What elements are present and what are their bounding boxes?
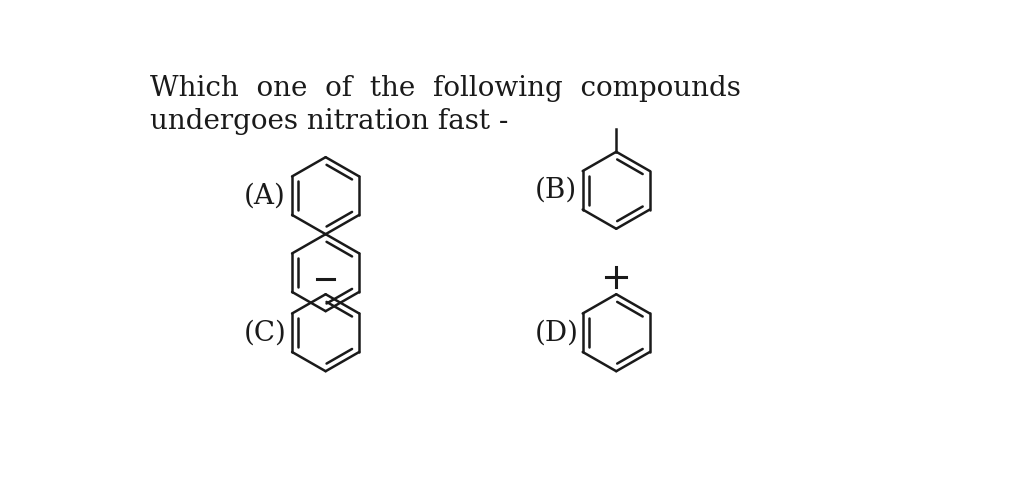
Text: (D): (D) bbox=[535, 319, 579, 346]
Text: Which  one  of  the  following  compounds: Which one of the following compounds bbox=[150, 75, 740, 102]
Text: (A): (A) bbox=[245, 182, 286, 209]
Text: undergoes nitration fast -: undergoes nitration fast - bbox=[150, 108, 508, 135]
Text: (B): (B) bbox=[535, 177, 578, 204]
Text: (C): (C) bbox=[245, 319, 287, 346]
